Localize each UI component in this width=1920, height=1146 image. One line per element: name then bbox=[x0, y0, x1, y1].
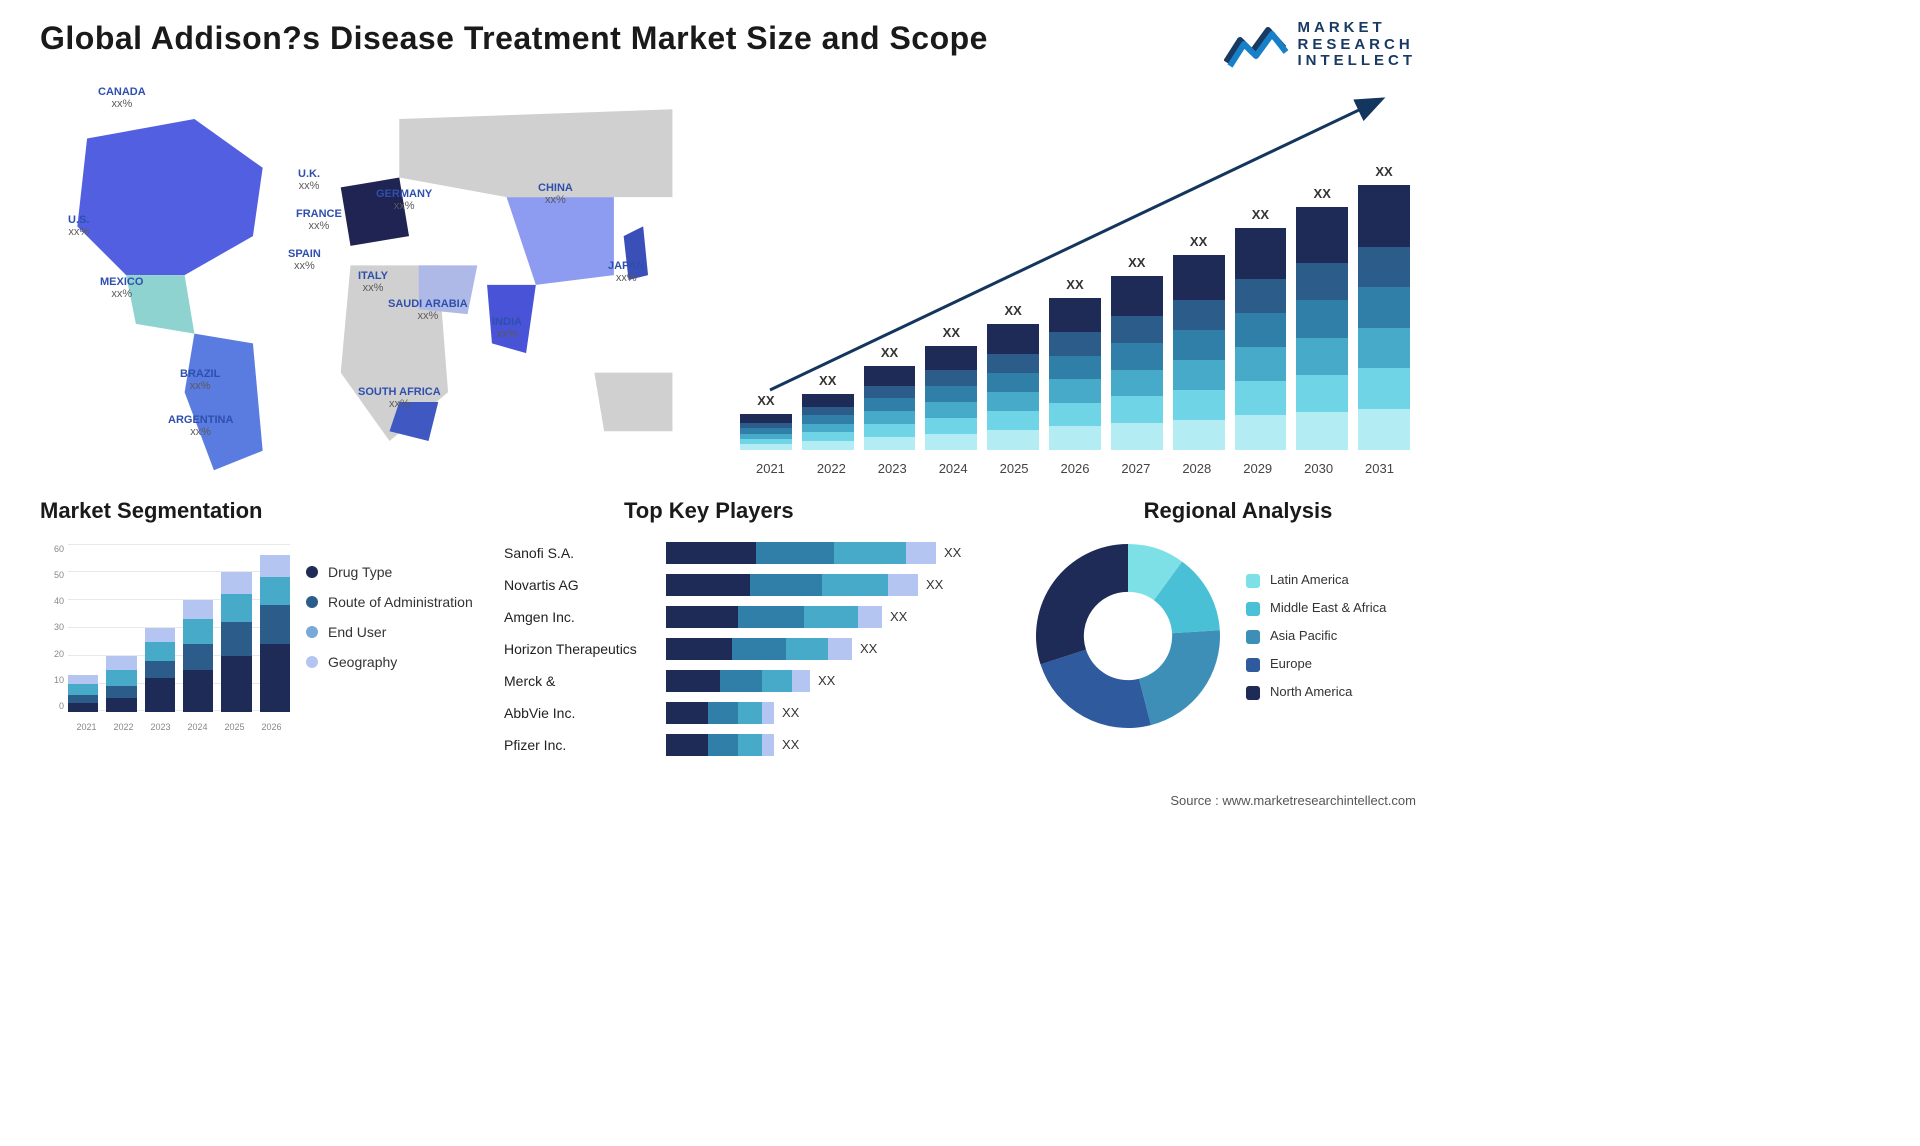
growth-bar: XX bbox=[1235, 130, 1287, 450]
map-callout: INDIAxx% bbox=[492, 316, 522, 340]
map-callout: U.K.xx% bbox=[298, 168, 320, 192]
growth-bar: XX bbox=[987, 130, 1039, 450]
players-title: Top Key Players bbox=[624, 498, 1004, 524]
player-bar-row: XX bbox=[666, 572, 1004, 598]
growth-bar: XX bbox=[925, 130, 977, 450]
growth-bar-chart: XXXXXXXXXXXXXXXXXXXXXX 20212022202320242… bbox=[740, 80, 1410, 480]
regional-legend-item: Europe bbox=[1246, 656, 1426, 672]
map-callout: U.S.xx% bbox=[68, 214, 89, 238]
growth-xaxis-label: 2024 bbox=[923, 461, 984, 476]
map-callout: CANADAxx% bbox=[98, 86, 146, 110]
growth-bar: XX bbox=[740, 130, 792, 450]
segmentation-legend: Drug Type Route of Administration End User… bbox=[306, 536, 476, 736]
logo-line3: INTELLECT bbox=[1298, 53, 1417, 70]
segmentation-chart: 0102030405060 202120222023202420252026 bbox=[40, 536, 290, 736]
regional-title: Regional Analysis bbox=[1028, 498, 1448, 524]
donut-slice bbox=[1036, 544, 1128, 664]
map-callout: JAPANxx% bbox=[608, 260, 644, 284]
map-region-na bbox=[77, 119, 262, 275]
growth-xaxis-label: 2031 bbox=[1349, 461, 1410, 476]
growth-xaxis-label: 2022 bbox=[801, 461, 862, 476]
regional-donut-chart bbox=[1028, 536, 1228, 736]
segmentation-bar bbox=[183, 600, 213, 712]
map-region-sa bbox=[185, 333, 263, 470]
player-bar-row: XX bbox=[666, 636, 1004, 662]
regional-panel: Regional Analysis Latin America Middle Ea… bbox=[1028, 498, 1448, 758]
players-bars: XX XX XX XX XX XX XX bbox=[666, 536, 1004, 758]
growth-bar: XX bbox=[802, 130, 854, 450]
world-map: CANADAxx% U.S.xx% MEXICOxx% BRAZILxx% ARGENT… bbox=[40, 80, 700, 480]
growth-xaxis-label: 2026 bbox=[1045, 461, 1106, 476]
player-name: Horizon Therapeutics bbox=[504, 636, 654, 662]
growth-xaxis-label: 2028 bbox=[1166, 461, 1227, 476]
players-panel: Top Key Players Sanofi S.A. Novartis AG Am… bbox=[504, 498, 1004, 758]
growth-xaxis-label: 2027 bbox=[1105, 461, 1166, 476]
segmentation-title: Market Segmentation bbox=[40, 498, 480, 524]
player-bar-row: XX bbox=[666, 540, 1004, 566]
segmentation-legend-item: End User bbox=[306, 624, 476, 640]
map-callout: SOUTH AFRICAxx% bbox=[358, 386, 441, 410]
map-region-russia bbox=[399, 109, 672, 197]
player-bar-row: XX bbox=[666, 668, 1004, 694]
player-bar-row: XX bbox=[666, 700, 1004, 726]
growth-xaxis-label: 2021 bbox=[740, 461, 801, 476]
map-callout: SPAINxx% bbox=[288, 248, 321, 272]
logo-line1: MARKET bbox=[1298, 20, 1417, 37]
map-region-china bbox=[507, 197, 614, 285]
growth-xaxis-label: 2023 bbox=[862, 461, 923, 476]
player-name: Amgen Inc. bbox=[504, 604, 654, 630]
segmentation-bar bbox=[68, 675, 98, 711]
map-callout: FRANCExx% bbox=[296, 208, 342, 232]
segmentation-legend-item: Drug Type bbox=[306, 564, 476, 580]
source-attribution: Source : www.marketresearchintellect.com bbox=[1170, 793, 1416, 808]
map-callout: MEXICOxx% bbox=[100, 276, 143, 300]
growth-bar: XX bbox=[864, 130, 916, 450]
player-name: Novartis AG bbox=[504, 572, 654, 598]
segmentation-bar bbox=[260, 555, 290, 712]
growth-xaxis-label: 2025 bbox=[984, 461, 1045, 476]
logo-mark-icon bbox=[1224, 22, 1288, 68]
map-callout: SAUDI ARABIAxx% bbox=[388, 298, 468, 322]
growth-bar: XX bbox=[1296, 130, 1348, 450]
segmentation-panel: Market Segmentation 0102030405060 202120… bbox=[40, 498, 480, 758]
growth-xaxis-label: 2030 bbox=[1288, 461, 1349, 476]
regional-legend-item: Middle East & Africa bbox=[1246, 600, 1426, 616]
regional-legend-item: North America bbox=[1246, 684, 1426, 700]
growth-xaxis-label: 2029 bbox=[1227, 461, 1288, 476]
growth-bar: XX bbox=[1173, 130, 1225, 450]
player-name: Sanofi S.A. bbox=[504, 540, 654, 566]
segmentation-bar bbox=[106, 656, 136, 712]
growth-bar: XX bbox=[1111, 130, 1163, 450]
map-callout: CHINAxx% bbox=[538, 182, 573, 206]
regional-legend: Latin America Middle East & Africa Asia Pa… bbox=[1246, 572, 1426, 700]
growth-bar: XX bbox=[1049, 130, 1101, 450]
regional-legend-item: Asia Pacific bbox=[1246, 628, 1426, 644]
player-name: AbbVie Inc. bbox=[504, 700, 654, 726]
map-callout: ITALYxx% bbox=[358, 270, 388, 294]
player-name: Merck & bbox=[504, 668, 654, 694]
map-callout: ARGENTINAxx% bbox=[168, 414, 233, 438]
segmentation-legend-item: Route of Administration bbox=[306, 594, 476, 610]
growth-bar: XX bbox=[1358, 130, 1410, 450]
donut-slice bbox=[1139, 630, 1220, 725]
donut-slice bbox=[1041, 649, 1151, 727]
player-name: Pfizer Inc. bbox=[504, 732, 654, 758]
page-title: Global Addison?s Disease Treatment Marke… bbox=[40, 20, 988, 57]
segmentation-legend-item: Geography bbox=[306, 654, 476, 670]
logo-line2: RESEARCH bbox=[1298, 37, 1417, 54]
regional-legend-item: Latin America bbox=[1246, 572, 1426, 588]
map-callout: BRAZILxx% bbox=[180, 368, 220, 392]
map-region-aus bbox=[594, 372, 672, 431]
segmentation-bar bbox=[145, 628, 175, 712]
map-callout: GERMANYxx% bbox=[376, 188, 432, 212]
player-bar-row: XX bbox=[666, 732, 1004, 758]
brand-logo: MARKET RESEARCH INTELLECT bbox=[1224, 20, 1417, 70]
segmentation-bar bbox=[221, 572, 251, 712]
players-labels: Sanofi S.A. Novartis AG Amgen Inc. Horizon … bbox=[504, 536, 654, 758]
player-bar-row: XX bbox=[666, 604, 1004, 630]
